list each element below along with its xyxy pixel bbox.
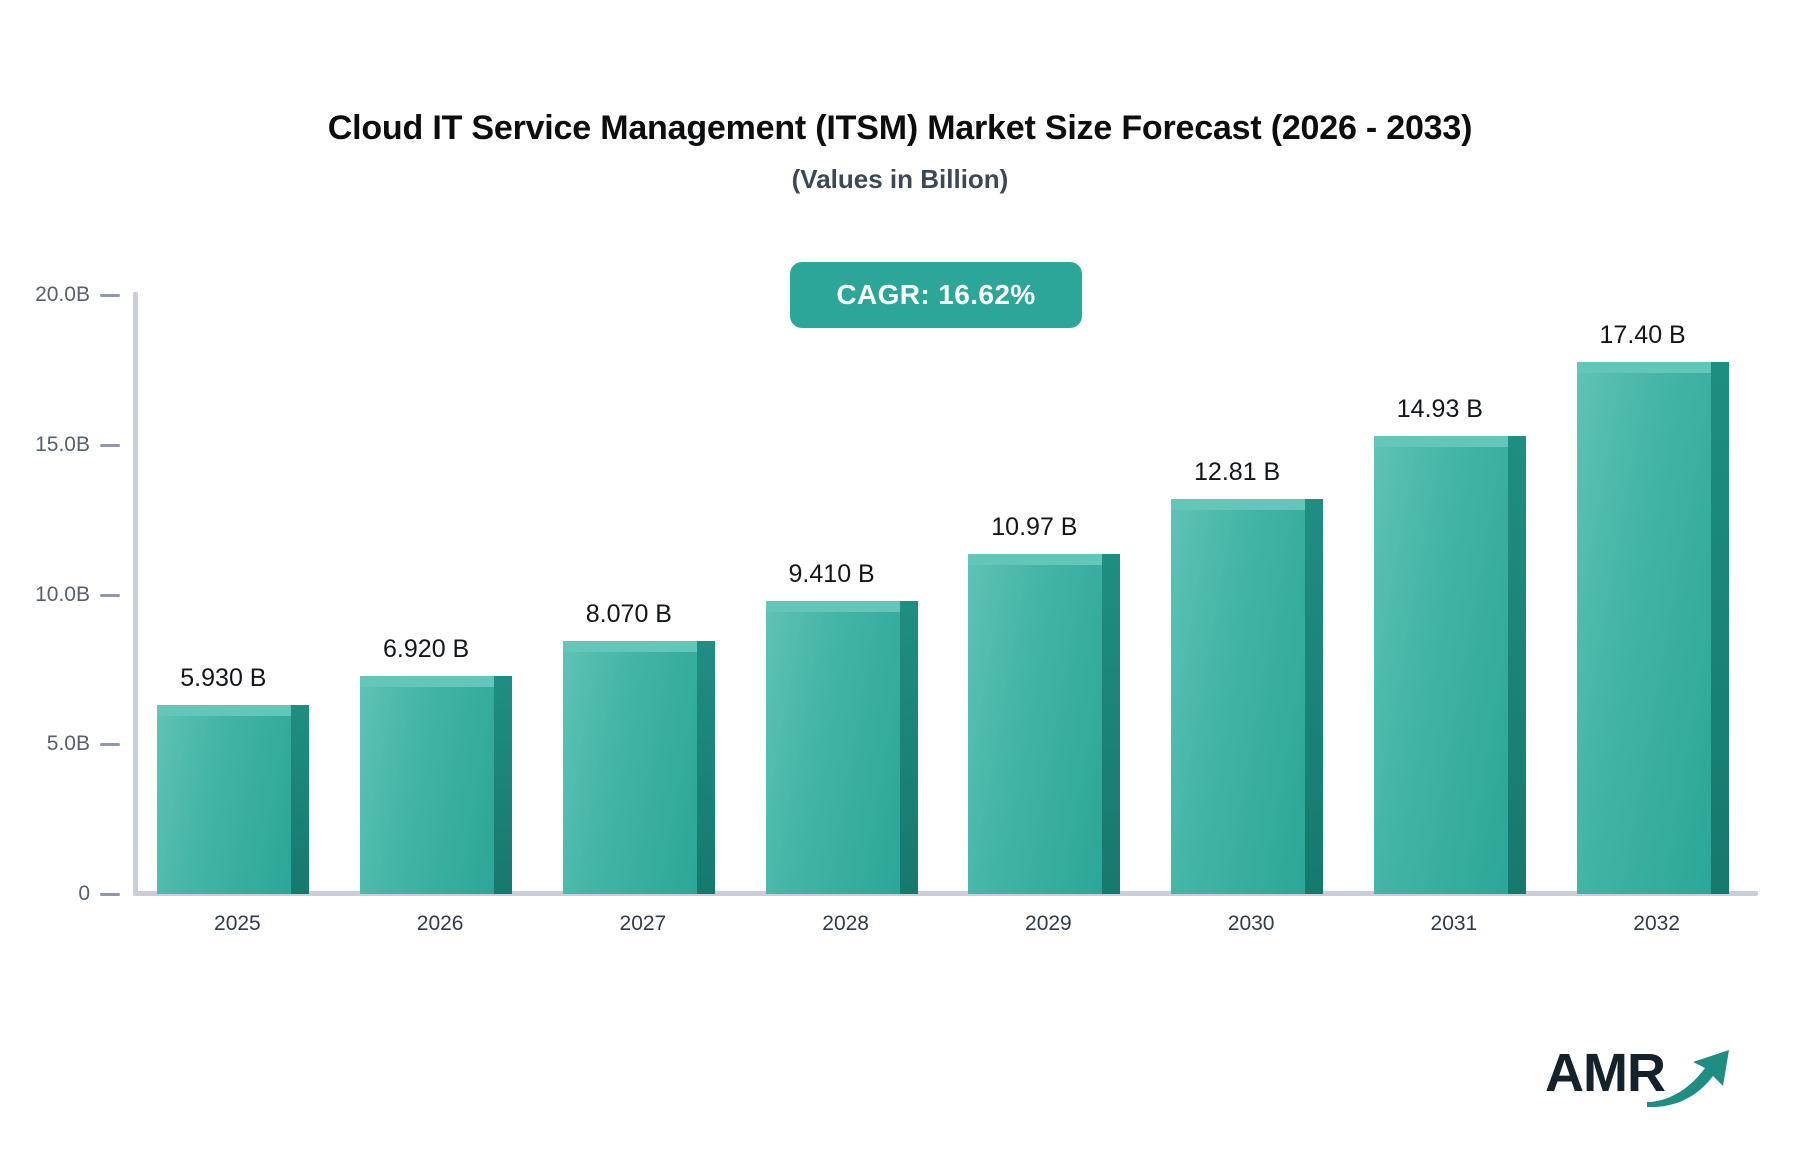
bar-front-face	[1373, 446, 1508, 894]
bar-side-face	[899, 601, 918, 894]
y-axis-line	[133, 292, 138, 896]
bar-front-face	[765, 612, 900, 894]
bar-side-face	[696, 641, 715, 894]
x-axis-tick-label: 2027	[619, 912, 667, 935]
bar-side-face	[291, 705, 310, 894]
y-axis-tick-label: 15.0B	[35, 432, 90, 456]
bar	[360, 675, 513, 894]
y-axis-tick-mark	[100, 893, 120, 896]
x-axis-tick-label: 2029	[1025, 912, 1072, 935]
bar	[157, 705, 310, 894]
bar-value-label: 5.930 B	[180, 664, 267, 693]
bar-top-face	[1373, 435, 1508, 447]
bar-top-face	[1171, 499, 1306, 511]
bar-top-face	[562, 641, 697, 653]
bar-value-label: 10.97 B	[991, 513, 1078, 542]
amr-logo: AMR	[1545, 1040, 1730, 1118]
cagr-badge-label: CAGR: 16.62%	[836, 279, 1036, 310]
bar-value-label: 17.40 B	[1599, 320, 1686, 349]
y-axis-tick-mark	[100, 294, 120, 297]
y-axis-tick-mark	[100, 593, 120, 597]
bar-value-label: 14.93 B	[1396, 394, 1483, 423]
bar-front-face	[562, 652, 697, 894]
bar-value-label: 12.81 B	[1194, 458, 1281, 487]
bar-top-face	[765, 601, 900, 613]
bar	[765, 601, 918, 894]
bar-front-face	[360, 686, 495, 894]
bar	[1576, 361, 1729, 894]
bar-side-face	[1102, 554, 1121, 894]
y-axis-tick-mark	[100, 743, 120, 747]
bar-value-label: 9.410 B	[788, 560, 875, 589]
bar-value-label: 6.920 B	[383, 634, 470, 663]
bar-side-face	[494, 675, 513, 894]
bar-front-face	[1171, 510, 1306, 894]
bar-front-face	[1576, 372, 1711, 894]
x-axis-tick-label: 2026	[416, 912, 464, 935]
bar-top-face	[1576, 361, 1711, 373]
chart-subtitle: (Values in Billion)	[791, 164, 1009, 195]
bar-top-face	[968, 554, 1103, 566]
bar-top-face	[360, 675, 495, 687]
y-axis-tick-mark	[100, 443, 120, 447]
y-axis-tick-label: 20.0B	[35, 283, 90, 306]
bar-value-label: 8.070 B	[585, 600, 672, 629]
chart-title: Cloud IT Service Management (ITSM) Marke…	[327, 109, 1473, 147]
y-axis-tick-label: 5.0B	[46, 732, 90, 756]
bar	[1171, 499, 1324, 894]
x-axis-tick-label: 2031	[1430, 912, 1478, 935]
x-axis-tick-label: 2030	[1227, 912, 1275, 935]
x-axis-line	[133, 891, 1758, 896]
bar	[1373, 435, 1526, 894]
bar-side-face	[1305, 499, 1324, 894]
bar	[968, 554, 1121, 894]
y-axis-tick-label: 0	[78, 882, 90, 905]
bar-front-face	[968, 565, 1103, 894]
amr-logo-text: AMR	[1545, 1043, 1666, 1103]
bar	[562, 641, 715, 894]
bar-front-face	[157, 716, 292, 894]
x-axis-tick-label: 2025	[214, 912, 261, 935]
title-block: Cloud IT Service Management (ITSM) Marke…	[0, 109, 1800, 195]
y-axis-tick-label: 10.0B	[35, 582, 90, 606]
bar-side-face	[1710, 361, 1729, 894]
x-axis-tick-label: 2032	[1633, 912, 1680, 935]
cagr-badge: CAGR: 16.62%	[790, 262, 1082, 328]
x-axis-tick-label: 2028	[822, 912, 869, 935]
bar-side-face	[1507, 435, 1526, 894]
bar-top-face	[157, 705, 292, 717]
growth-arrow-icon	[1647, 1050, 1729, 1108]
